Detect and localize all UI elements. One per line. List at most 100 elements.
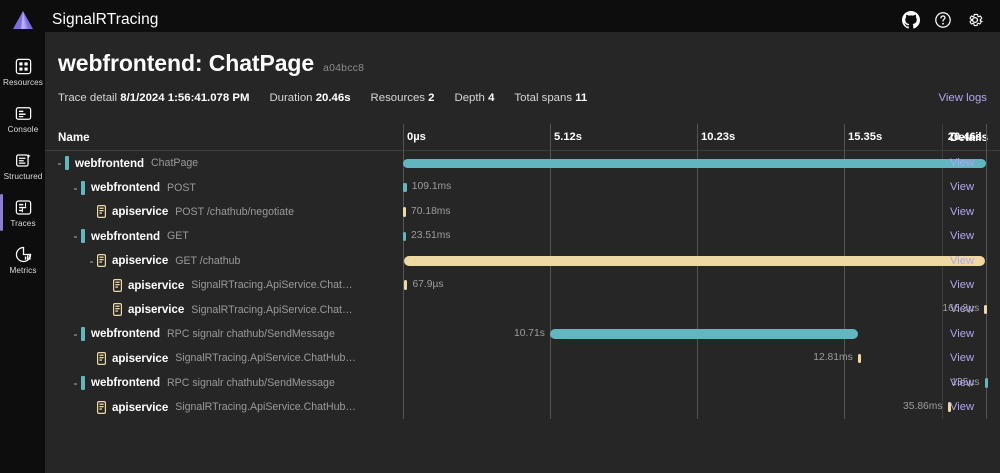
details-view-link[interactable]: View	[950, 352, 975, 365]
span-timeline-track: 10.71s	[403, 322, 986, 346]
app-title: SignalRTracing	[52, 11, 159, 28]
timeline-tick: 20.46s	[947, 131, 982, 143]
table-header: Name Details 0µs 5.12s 10.23s 15.35s 20.46s	[45, 124, 1000, 151]
span-timeline-track: 35.86ms	[403, 395, 986, 419]
span-operation-name: ChatPage	[151, 157, 199, 170]
details-view-link[interactable]: View	[950, 327, 975, 340]
meta-duration: Duration 20.46s	[269, 92, 350, 104]
column-header-details: Details	[950, 130, 989, 144]
container-icon	[97, 351, 106, 365]
sidebar-item-label: Console	[7, 124, 39, 134]
page-title: webfrontend: ChatPage	[58, 50, 315, 76]
service-bar-icon	[81, 229, 85, 244]
sidebar-item-metrics[interactable]: Metrics	[0, 236, 46, 283]
metrics-icon	[14, 245, 33, 264]
span-duration-bar[interactable]	[984, 304, 988, 315]
table-row[interactable]: -apiserviceSignalRTracing.ApiService.Cha…	[45, 395, 1000, 419]
table-row[interactable]: -apiserviceSignalRTracing.ApiService.Cha…	[45, 297, 1000, 321]
span-duration-bar[interactable]	[984, 378, 988, 388]
span-service-name: apiservice	[128, 303, 185, 317]
span-timeline-track: 166.3µs	[403, 297, 988, 321]
sidebar-item-traces[interactable]: Traces	[0, 189, 46, 236]
container-icon	[97, 400, 106, 414]
sidebar-item-resources[interactable]: Resources	[0, 48, 46, 95]
span-timeline-track	[403, 151, 986, 175]
details-view-link[interactable]: View	[950, 181, 975, 194]
span-operation-name: SignalRTracing.ApiService.ChatHub/OnDisc…	[191, 303, 358, 316]
service-color-swatch	[65, 156, 69, 171]
expand-collapse-icon[interactable]: -	[73, 229, 78, 244]
span-name-cell: - apiservice GET /chathub	[45, 249, 358, 273]
details-view-link[interactable]: View	[950, 230, 975, 243]
span-operation-name: SignalRTracing.ApiService.ChatHub/SendMe…	[175, 352, 358, 365]
span-service-name: webfrontend	[91, 181, 161, 195]
span-duration-bar[interactable]	[403, 158, 986, 168]
details-view-link[interactable]: View	[950, 254, 975, 267]
table-row[interactable]: - webfrontend RPC signalr chathub/SendMess…	[45, 371, 1000, 395]
span-duration-bar[interactable]	[549, 329, 858, 339]
table-row[interactable]: - webfrontend ChatPage View	[45, 151, 1000, 175]
container-icon	[113, 303, 122, 317]
view-logs-link[interactable]: View logs	[938, 92, 987, 104]
table-row[interactable]: - webfrontend RPC signalr chathub/SendMess…	[45, 322, 1000, 346]
details-view-link[interactable]: View	[950, 278, 975, 291]
span-service-name: webfrontend	[91, 327, 161, 341]
service-color-swatch	[81, 326, 85, 341]
meta-total-spans-label: Total spans	[514, 92, 573, 104]
table-row[interactable]: - apiservice GET /chathub View	[45, 249, 1000, 273]
meta-resources: Resources 2	[371, 92, 435, 104]
span-timeline-track: 23.51ms	[403, 224, 986, 248]
expand-collapse-icon[interactable]: -	[73, 375, 78, 390]
span-name-cell: -apiserviceSignalRTracing.ApiService.Cha…	[45, 273, 358, 297]
span-duration-bar[interactable]	[947, 402, 951, 412]
sidebar: Resources Console	[0, 40, 46, 473]
resources-icon	[14, 57, 33, 76]
details-view-link[interactable]: View	[950, 303, 975, 316]
span-duration-bar[interactable]	[403, 231, 406, 242]
expand-collapse-icon[interactable]: -	[73, 180, 78, 195]
span-duration-bar[interactable]	[857, 353, 861, 364]
table-row[interactable]: -apiserviceSignalRTracing.ApiService.Cha…	[45, 346, 1000, 370]
span-duration-bar[interactable]	[404, 280, 408, 290]
meta-depth-label: Depth	[454, 92, 485, 104]
span-operation-name: POST /chathub/negotiate	[175, 205, 295, 218]
span-timeline-track	[403, 249, 986, 273]
details-view-link[interactable]: View	[950, 205, 975, 218]
expand-collapse-icon[interactable]: -	[73, 326, 78, 341]
sidebar-item-console[interactable]: Console	[0, 95, 46, 142]
github-icon[interactable]	[902, 11, 920, 29]
table-row[interactable]: - webfrontend GET 23.51ms View	[45, 224, 1000, 248]
meta-duration-value: 20.46s	[315, 92, 351, 104]
span-duration-bar[interactable]	[403, 182, 407, 193]
timeline-gridline	[986, 124, 987, 420]
timeline-tick: 10.23s	[701, 131, 736, 143]
span-name-cell: - webfrontend RPC signalr chathub/SendMess…	[45, 371, 358, 395]
span-duration-bar[interactable]	[403, 207, 407, 217]
topbar-actions	[902, 11, 1000, 29]
details-view-link[interactable]: View	[950, 400, 975, 413]
span-duration-label: 166.3µs	[942, 303, 980, 315]
trace-span-table: Name Details 0µs 5.12s 10.23s 15.35s 20.46s …	[45, 124, 1000, 420]
table-row[interactable]: - webfrontend POST 109.1ms View	[45, 175, 1000, 199]
expand-collapse-icon[interactable]: -	[57, 156, 62, 171]
span-name-cell: - webfrontend RPC signalr chathub/SendMess…	[45, 322, 358, 346]
span-duration-label: 10.71s	[513, 327, 545, 339]
service-color-swatch	[81, 375, 85, 390]
settings-gear-icon[interactable]	[966, 11, 984, 29]
span-service-name: apiservice	[112, 205, 169, 219]
table-row[interactable]: -apiserviceSignalRTracing.ApiService.Cha…	[45, 273, 1000, 297]
trace-meta-row: Trace detail 8/1/2024 1:56:41.078 PM Dur…	[45, 77, 1000, 105]
help-icon[interactable]	[934, 11, 952, 29]
expand-collapse-icon[interactable]: -	[89, 253, 94, 268]
timeline-gridline	[550, 124, 551, 420]
details-view-link[interactable]: View	[950, 157, 975, 169]
span-service-name: apiservice	[112, 400, 169, 414]
span-duration-bar[interactable]	[404, 256, 986, 266]
sidebar-item-structured[interactable]: Structured	[0, 142, 46, 189]
span-duration-label: 135µs	[951, 376, 980, 388]
span-timeline-track: 135µs	[403, 371, 988, 395]
details-view-link[interactable]: View	[950, 376, 975, 389]
